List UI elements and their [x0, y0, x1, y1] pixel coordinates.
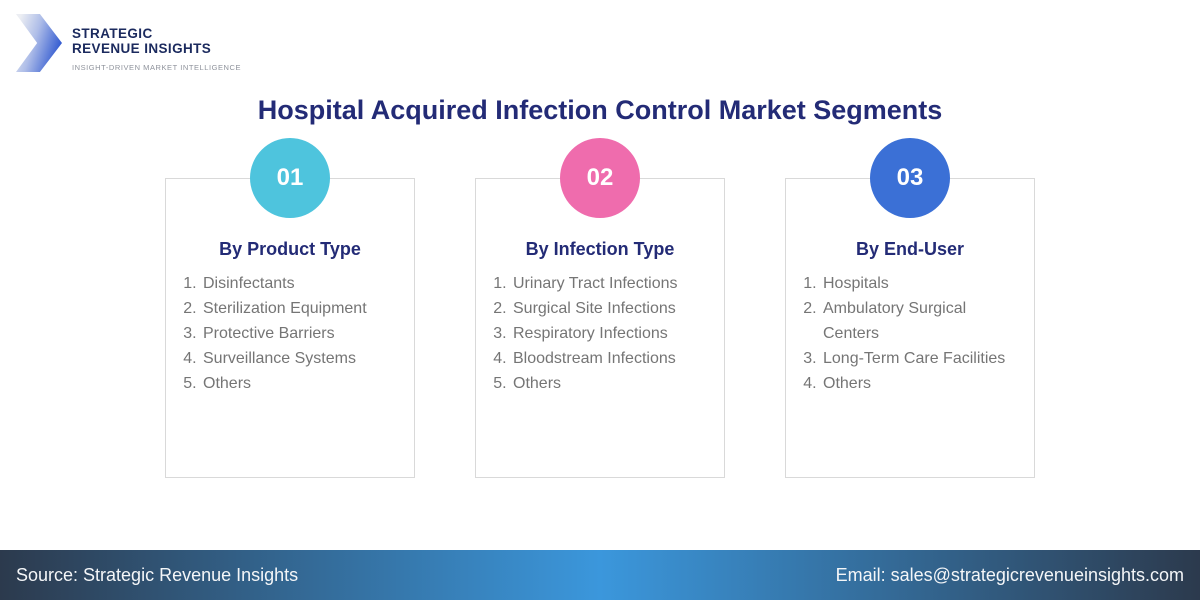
- segment-list: Disinfectants Sterilization Equipment Pr…: [166, 271, 414, 396]
- card-title: By Infection Type: [525, 239, 675, 259]
- list-item: Disinfectants: [201, 271, 394, 296]
- segment-number-badge: 01: [250, 138, 330, 218]
- list-item: Surveillance Systems: [201, 346, 394, 371]
- list-item: Ambulatory Surgical Centers: [821, 296, 1014, 346]
- chevron-arrow-icon: [16, 14, 62, 72]
- card-title: By Product Type: [219, 239, 361, 259]
- card-title: By End-User: [855, 239, 965, 259]
- brand-name-line1: STRATEGIC: [72, 26, 153, 41]
- segment-cards-row: 01 By Product Type Disinfectants Sterili…: [165, 138, 1035, 478]
- list-item: Long-Term Care Facilities: [821, 346, 1014, 371]
- footer-email: Email: sales@strategicrevenueinsights.co…: [835, 564, 1184, 585]
- brand-text: STRATEGIC REVENUE INSIGHTS INSIGHT-DRIVE…: [72, 14, 241, 72]
- brand-tagline: INSIGHT-DRIVEN MARKET INTELLIGENCE: [72, 63, 242, 72]
- list-item: Others: [511, 371, 704, 396]
- list-item: Urinary Tract Infections: [511, 271, 704, 296]
- brand-name-line2: REVENUE INSIGHTS: [72, 41, 212, 56]
- page-title: Hospital Acquired Infection Control Mark…: [257, 95, 943, 125]
- segment-list: Hospitals Ambulatory Surgical Centers Lo…: [786, 271, 1034, 396]
- footer-source: Source: Strategic Revenue Insights: [16, 564, 299, 585]
- list-item: Sterilization Equipment: [201, 296, 394, 321]
- brand-name: STRATEGIC REVENUE INSIGHTS: [72, 26, 241, 56]
- list-item: Surgical Site Infections: [511, 296, 704, 321]
- segment-list: Urinary Tract Infections Surgical Site I…: [476, 271, 724, 396]
- brand-logo: STRATEGIC REVENUE INSIGHTS INSIGHT-DRIVE…: [16, 14, 241, 72]
- card-by-end-user: 03 By End-User Hospitals Ambulatory Surg…: [785, 138, 1035, 478]
- list-item: Bloodstream Infections: [511, 346, 704, 371]
- list-item: Respiratory Infections: [511, 321, 704, 346]
- list-item: Protective Barriers: [201, 321, 394, 346]
- segment-number-badge: 03: [870, 138, 950, 218]
- footer-bar: Source: Strategic Revenue Insights Email…: [0, 550, 1200, 600]
- segment-number-badge: 02: [560, 138, 640, 218]
- card-by-product-type: 01 By Product Type Disinfectants Sterili…: [165, 138, 415, 478]
- list-item: Hospitals: [821, 271, 1014, 296]
- card-by-infection-type: 02 By Infection Type Urinary Tract Infec…: [475, 138, 725, 478]
- list-item: Others: [201, 371, 394, 396]
- list-item: Others: [821, 371, 1014, 396]
